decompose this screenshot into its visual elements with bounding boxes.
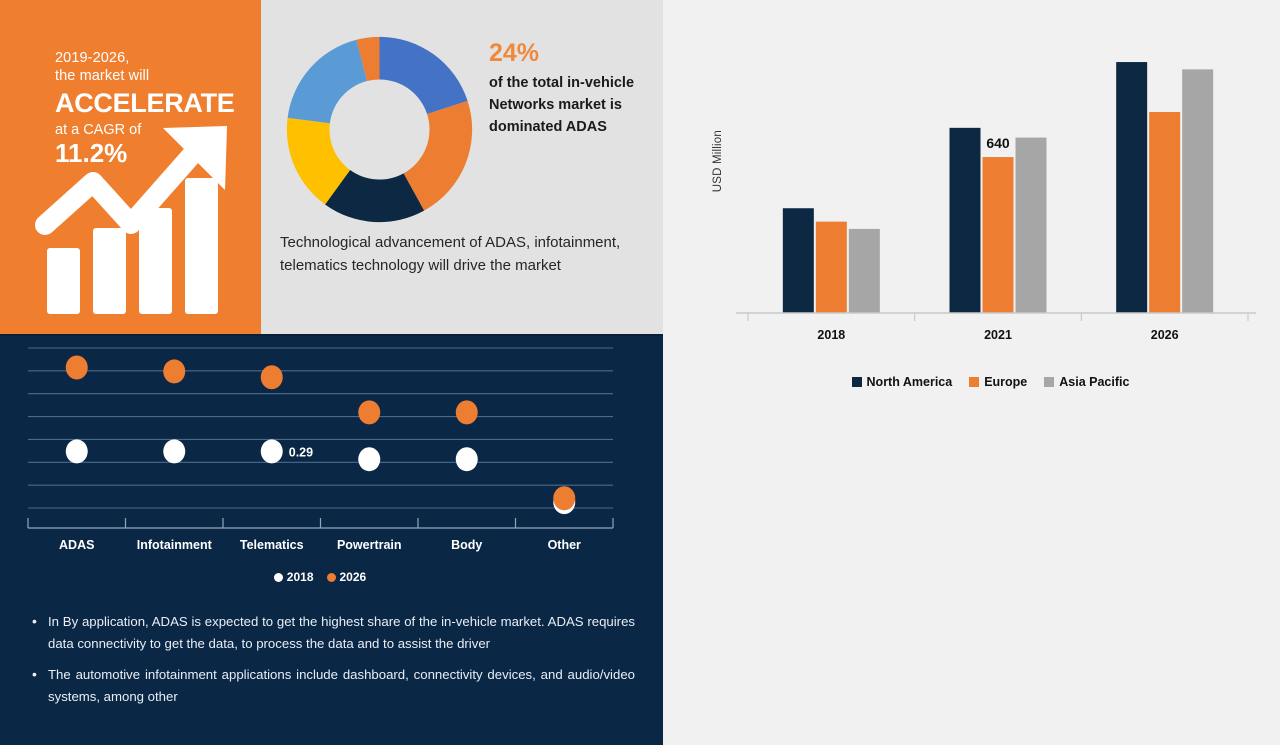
bar-chart-svg: 2018 2021 2026 640 <box>736 62 1256 342</box>
donut-slice-body <box>287 39 368 124</box>
dotplot-point-2018-telematics <box>260 439 283 464</box>
dotplot-label-other: Other <box>547 538 581 552</box>
dotplot-point-2018-adas <box>65 439 88 464</box>
bar-chart-category-2026: 2026 <box>1151 328 1179 342</box>
bar-chart-category-2021: 2021 <box>984 328 1012 342</box>
dotplot-legend-label: 2026 <box>339 570 367 584</box>
bar-legend-item-north-america[interactable]: North America <box>851 375 953 389</box>
bar-europe-2021 <box>982 157 1014 313</box>
bar-north-america-2026 <box>1116 62 1148 314</box>
dotplot-point-2026-body <box>455 400 478 425</box>
accelerate-cagr-value: 11.2% <box>55 138 128 168</box>
bar-legend-item-europe[interactable]: Europe <box>969 375 1027 389</box>
dotplot-point-2018-powertrain <box>358 447 381 472</box>
accelerate-cagr-label: at a CAGR of <box>55 122 142 139</box>
donut-panel: 24% of the total in-vehicle Networks mar… <box>261 0 663 334</box>
accelerate-headline: ACCELERATE <box>55 88 235 119</box>
bar-north-america-2021 <box>949 127 981 313</box>
right-panel: USD Million 2018 2021 2026 640 North Ameri… <box>663 0 1280 745</box>
accelerate-panel: 2019-2026, the market will ACCELERATE at… <box>0 0 261 334</box>
donut-callout-text: of the total in-vehicle Networks market … <box>489 74 635 135</box>
bar-asia-pacific-2026 <box>1182 69 1214 313</box>
donut-slice-adas <box>379 36 468 115</box>
legend-dot-icon <box>273 572 283 582</box>
dotplot-gridlines <box>28 347 613 509</box>
bar-chart-value-label: 640 <box>986 135 1010 151</box>
dotplot-category-labels: ADAS Infotainment Telematics Powertrain Body… <box>28 538 613 552</box>
dotplot-point-2026-adas <box>65 355 88 380</box>
dotplot-panel: 0.29 ADAS Infotainment Telematics Powertrai… <box>0 334 663 745</box>
bar-legend-label: Asia Pacific <box>1059 375 1130 389</box>
regional-bar-chart: USD Million 2018 2021 2026 640 North Ameri… <box>712 35 1263 389</box>
dotplot-point-2026-telematics <box>260 365 283 390</box>
dotplot-points <box>65 355 576 515</box>
dotplot-label-infotainment: Infotainment <box>136 538 212 552</box>
legend-swatch-icon <box>969 377 980 387</box>
bar-chart-category-ticks <box>747 313 1249 321</box>
bar-chart-data-label: 640 <box>986 135 1010 151</box>
bar-chart-category-2018: 2018 <box>817 328 845 342</box>
panel-divider <box>0 334 663 336</box>
bar-legend-label: North America <box>866 375 953 389</box>
application-share-donut-chart <box>286 36 473 223</box>
dotplot-label-adas: ADAS <box>59 538 95 552</box>
bar-chart-category-labels: 2018 2021 2026 <box>817 328 1178 342</box>
bar-asia-pacific-2018 <box>848 228 880 313</box>
dotplot-axis <box>27 518 614 529</box>
accelerate-subtitle: the market will <box>55 67 150 84</box>
bar-chart-y-axis-label: USD Million <box>712 130 724 193</box>
dotplot-legend-label: 2018 <box>286 570 314 584</box>
bar-legend-item-asia-pacific[interactable]: Asia Pacific <box>1044 375 1129 389</box>
bar-chart-legend: North America Europe Asia Pacific <box>718 375 1263 389</box>
dotplot-point-2018-body <box>455 447 478 472</box>
growth-arrow-bar-chart-icon <box>35 126 227 314</box>
bar-europe-2026 <box>1149 112 1181 313</box>
donut-slice-telematics <box>325 169 425 223</box>
bar-north-america-2018 <box>782 208 814 313</box>
dotplot-point-2026-infotainment <box>163 359 186 384</box>
donut-slice-infotainment <box>403 100 473 211</box>
donut-percentage: 24% <box>489 39 540 67</box>
bar-europe-2018 <box>815 221 847 313</box>
bullet-item: In By application, ADAS is expected to g… <box>30 610 635 655</box>
bar-legend-label: Europe <box>984 375 1028 389</box>
bar-asia-pacific-2021 <box>1015 137 1047 313</box>
donut-footer-text: Technological advancement of ADAS, infot… <box>280 234 621 274</box>
dotplot-legend: 2018 2026 <box>0 570 640 584</box>
application-dot-plot-chart: 0.29 <box>27 347 614 529</box>
accelerate-text-block: 2019-2026, the market will ACCELERATE at… <box>55 50 255 167</box>
legend-dot-icon <box>326 572 336 582</box>
dotplot-legend-item-2018[interactable]: 2018 <box>273 570 314 584</box>
dotplot-legend-item-2026[interactable]: 2026 <box>326 570 367 584</box>
donut-slice-powertrain <box>286 117 351 205</box>
donut-callout: 24% of the total in-vehicle Networks mar… <box>489 39 657 138</box>
donut-slice-other <box>356 36 380 82</box>
accelerate-period: 2019-2026, <box>55 50 130 66</box>
dotplot-point-2026-other <box>553 486 576 511</box>
dotplot-label-body: Body <box>451 538 483 552</box>
legend-swatch-icon <box>1044 377 1055 387</box>
dotplot-label-powertrain: Powertrain <box>336 538 402 552</box>
legend-swatch-icon <box>851 377 862 387</box>
dotplot-point-2018-infotainment <box>163 439 186 464</box>
bar-chart-bars <box>782 62 1214 314</box>
dotplot-point-2026-powertrain <box>358 400 381 425</box>
dotplot-annotation: 0.29 <box>289 445 313 459</box>
dotplot-label-telematics: Telematics <box>239 538 304 552</box>
bullet-item: The automotive infotainment applications… <box>30 663 635 708</box>
application-bullet-list: In By application, ADAS is expected to g… <box>30 610 635 717</box>
